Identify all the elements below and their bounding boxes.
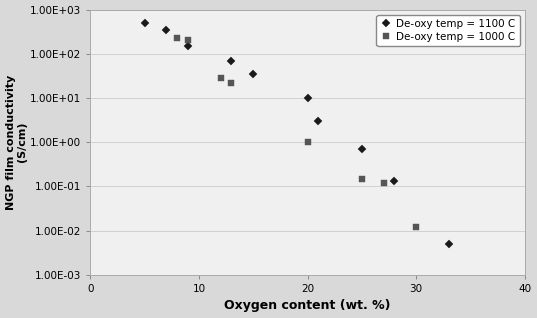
De-oxy temp = 1000 C [185,38,191,41]
De-oxy temp = 1000 C [304,140,311,144]
De-oxy temp = 1100 C [185,44,191,48]
De-oxy temp = 1100 C [391,179,398,183]
De-oxy temp = 1000 C [217,76,224,80]
De-oxy temp = 1000 C [174,36,180,40]
X-axis label: Oxygen content (wt. %): Oxygen content (wt. %) [224,300,391,313]
De-oxy temp = 1100 C [250,72,257,76]
De-oxy temp = 1100 C [304,96,311,100]
De-oxy temp = 1100 C [141,21,148,25]
Legend: De-oxy temp = 1100 C, De-oxy temp = 1000 C: De-oxy temp = 1100 C, De-oxy temp = 1000… [376,15,520,46]
De-oxy temp = 1100 C [315,119,322,123]
Line: De-oxy temp = 1100 C: De-oxy temp = 1100 C [141,20,452,247]
De-oxy temp = 1100 C [163,28,170,31]
De-oxy temp = 1000 C [359,177,365,181]
De-oxy temp = 1100 C [228,59,235,63]
De-oxy temp = 1000 C [228,81,235,85]
De-oxy temp = 1100 C [359,147,365,151]
De-oxy temp = 1000 C [380,181,387,185]
Y-axis label: NGP film conductivity
(S/cm): NGP film conductivity (S/cm) [5,75,27,210]
De-oxy temp = 1100 C [446,242,452,246]
De-oxy temp = 1000 C [413,225,419,229]
Line: De-oxy temp = 1000 C: De-oxy temp = 1000 C [174,35,419,230]
